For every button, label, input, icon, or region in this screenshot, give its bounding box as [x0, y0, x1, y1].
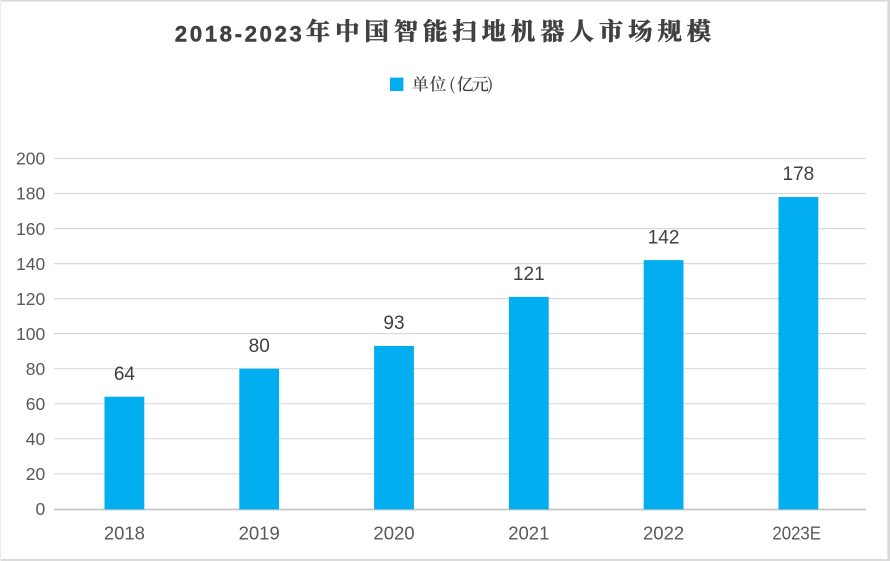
- svg-text:2020: 2020: [373, 522, 414, 543]
- svg-text:80: 80: [249, 336, 270, 357]
- svg-text:80: 80: [26, 359, 46, 379]
- svg-text:20: 20: [26, 464, 46, 484]
- svg-text:2018: 2018: [104, 522, 145, 543]
- svg-text:140: 140: [16, 254, 45, 274]
- svg-text:142: 142: [648, 227, 680, 248]
- svg-text:2023E: 2023E: [772, 522, 821, 543]
- svg-text:40: 40: [26, 429, 46, 449]
- svg-text:121: 121: [513, 264, 545, 285]
- svg-text:100: 100: [16, 324, 45, 344]
- svg-text:178: 178: [783, 164, 815, 185]
- svg-text:93: 93: [383, 313, 404, 334]
- svg-text:2018-2023: 2018-2023: [175, 22, 305, 47]
- svg-text:2022: 2022: [643, 522, 684, 543]
- svg-text:64: 64: [114, 364, 136, 385]
- svg-text:2021: 2021: [508, 522, 549, 543]
- svg-text:60: 60: [26, 394, 46, 414]
- svg-text:0: 0: [35, 499, 45, 519]
- svg-text:120: 120: [16, 289, 45, 309]
- svg-text:2019: 2019: [239, 522, 280, 543]
- svg-text:180: 180: [16, 184, 45, 204]
- svg-text:200: 200: [16, 149, 45, 169]
- svg-text:160: 160: [16, 219, 45, 239]
